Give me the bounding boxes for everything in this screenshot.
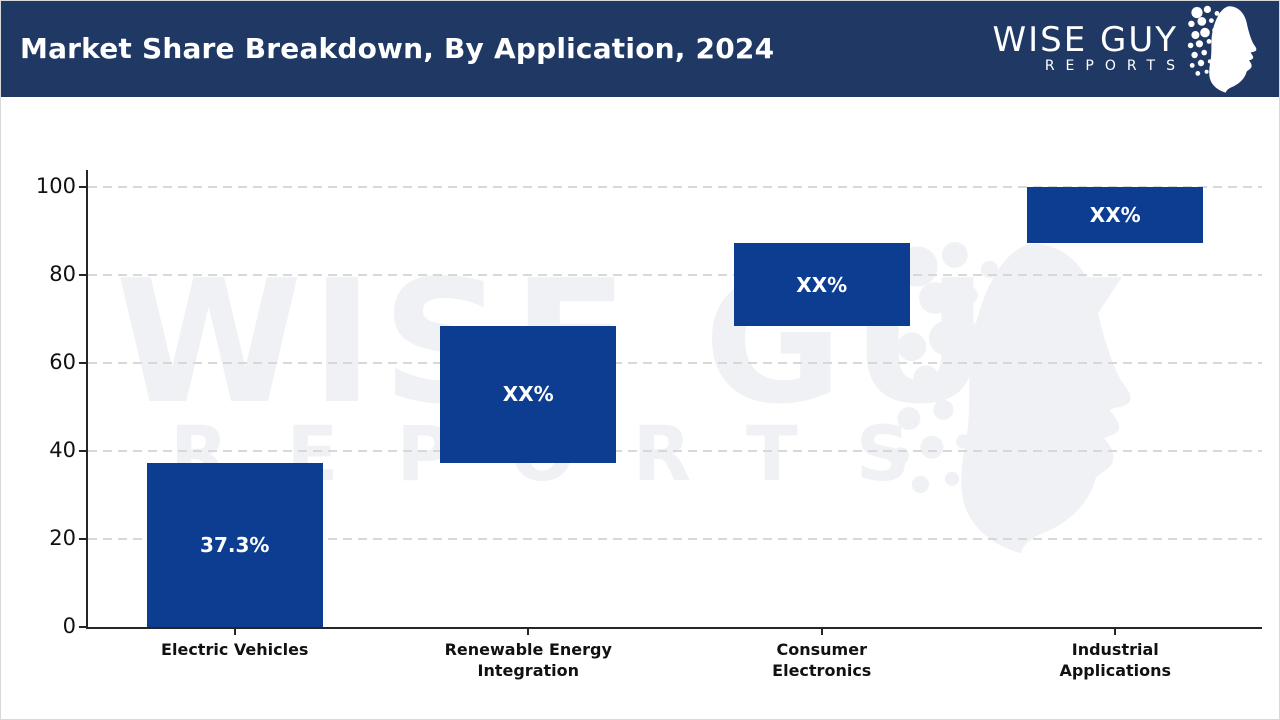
bar-value-label: XX% bbox=[796, 272, 848, 297]
x-axis-line bbox=[86, 627, 1262, 629]
y-axis-tick-label: 60 bbox=[49, 350, 76, 374]
gridline-20 bbox=[88, 538, 1262, 540]
y-axis-line bbox=[86, 170, 88, 629]
bar-value-label: 37.3% bbox=[200, 532, 270, 557]
bar-value-label: XX% bbox=[502, 382, 554, 407]
y-axis-tick-label: 20 bbox=[49, 526, 76, 550]
gridline-80 bbox=[88, 274, 1262, 276]
x-axis-tick-mark bbox=[820, 627, 823, 635]
y-axis-tick-label: 100 bbox=[35, 174, 76, 198]
brand-name: WISE GUY bbox=[992, 19, 1178, 60]
brand-text: WISE GUY REPORTS bbox=[992, 19, 1178, 74]
y-axis-tick-mark bbox=[79, 274, 87, 276]
y-axis-tick-mark bbox=[79, 450, 87, 452]
x-axis-category-label: Consumer Electronics bbox=[772, 640, 872, 680]
y-axis-tick-label: 80 bbox=[49, 262, 76, 286]
y-axis-tick-label: 0 bbox=[62, 614, 76, 638]
y-axis-tick-mark bbox=[79, 362, 87, 364]
x-axis-category-label: Renewable Energy Integration bbox=[444, 640, 612, 680]
x-axis-tick-mark bbox=[233, 627, 236, 635]
y-axis-tick-mark bbox=[79, 538, 87, 540]
x-axis-tick-mark bbox=[1114, 627, 1117, 635]
bar-value-label: XX% bbox=[1089, 203, 1141, 228]
bar-consumer-electronics: XX% bbox=[733, 243, 910, 327]
y-axis-tick-label: 40 bbox=[49, 438, 76, 462]
y-axis-tick-mark bbox=[79, 626, 87, 628]
header-bar: Market Share Breakdown, By Application, … bbox=[0, 0, 1280, 97]
bar-renewable-energy-integration: XX% bbox=[440, 326, 617, 463]
chart-title: Market Share Breakdown, By Application, … bbox=[20, 32, 775, 65]
brand-logo: WISE GUY REPORTS bbox=[992, 0, 1266, 97]
bar-industrial-applications: XX% bbox=[1027, 187, 1204, 244]
x-axis-category-label: Electric Vehicles bbox=[161, 640, 309, 659]
gridline-60 bbox=[88, 362, 1262, 364]
x-axis-category-label: Industrial Applications bbox=[1059, 640, 1172, 680]
x-axis-tick-mark bbox=[527, 627, 530, 635]
brand-subtitle: REPORTS bbox=[1044, 58, 1186, 75]
y-axis-tick-mark bbox=[79, 186, 87, 188]
bar-electric-vehicles: 37.3% bbox=[146, 462, 323, 627]
gridline-100 bbox=[88, 186, 1262, 188]
gridline-40 bbox=[88, 450, 1262, 452]
